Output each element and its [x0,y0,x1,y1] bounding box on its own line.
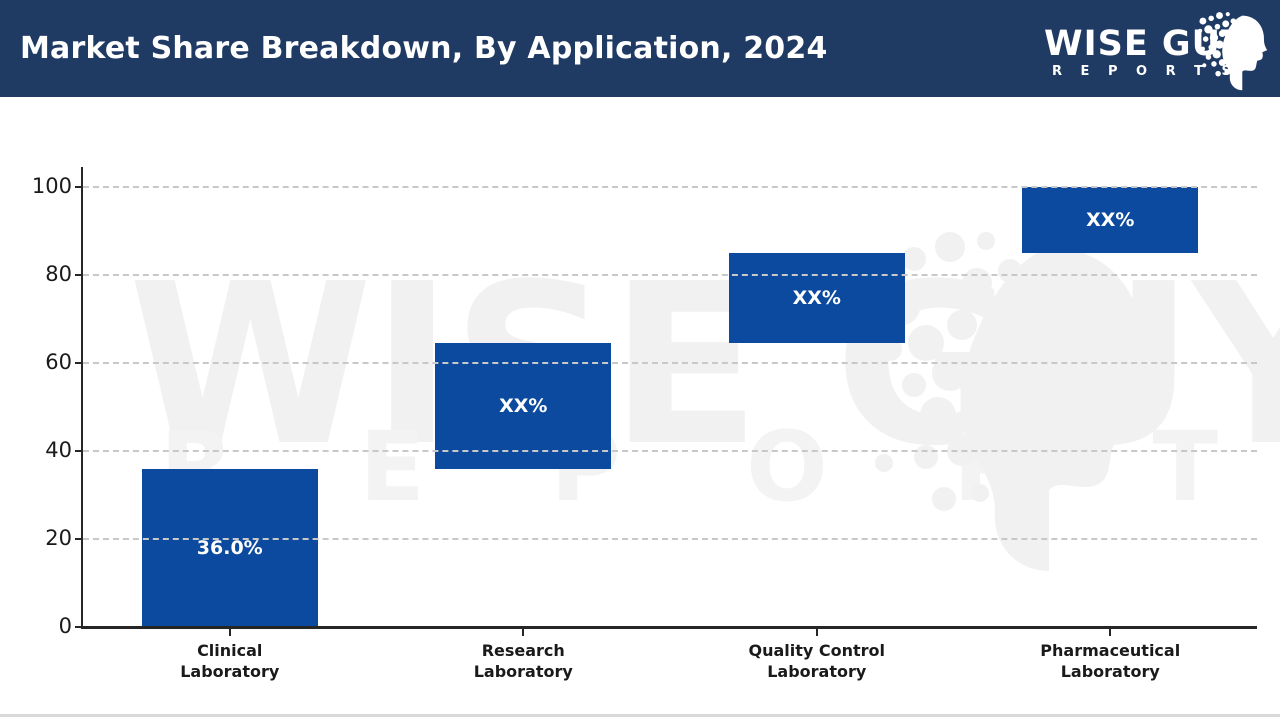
y-tick-label: 100 [31,174,72,198]
x-axis-category-label-line: Research [481,641,565,660]
bar-value-label: 36.0% [196,536,263,559]
gridline [83,274,1257,276]
x-axis-category-label-line: Clinical [197,641,263,660]
y-tick-label: 20 [45,526,72,550]
x-axis-category-label-line: Pharmaceutical [1040,641,1181,660]
bar: XX% [435,343,612,469]
y-tick-mark [75,186,83,188]
logo-reports-label: R E P O R T S [1052,64,1238,79]
page-title: Market Share Breakdown, By Application, … [20,31,828,66]
x-axis-category-label: Clinical Laboratory [115,640,345,682]
x-axis-category-label: Research Laboratory [408,640,638,682]
x-tick-mark [522,628,525,636]
y-tick-label: 40 [45,438,72,462]
y-axis-spine [81,167,83,629]
gridline [83,362,1257,364]
x-axis-category-label-line: Quality Control [748,641,886,660]
y-tick-mark [75,538,83,540]
y-tick-mark [75,362,83,364]
bar-value-label: XX% [499,394,548,417]
x-tick-mark [1109,628,1112,636]
x-tick-mark [815,628,818,636]
y-tick-mark [75,626,83,628]
gridline [83,538,1257,540]
y-tick-label: 60 [45,350,72,374]
bar-value-label: XX% [792,287,841,310]
x-axis-category-label: Pharmaceutical Laboratory [995,640,1225,682]
y-tick-label: 80 [45,262,72,286]
bottom-divider [0,714,1280,717]
y-tick-mark [75,274,83,276]
x-axis-category-label-line: Laboratory [180,662,280,681]
x-axis-category-label-line: Laboratory [1060,662,1160,681]
x-tick-mark [228,628,231,636]
y-tick-mark [75,450,83,452]
bar: XX% [728,253,905,344]
y-tick-label: 0 [58,614,72,638]
x-axis-spine [81,626,1257,629]
x-axis-category-label-line: Laboratory [473,662,573,681]
bar: XX% [1022,187,1199,253]
x-axis-category-label-line: Laboratory [767,662,867,681]
gridline [83,186,1257,188]
bar-value-label: XX% [1086,209,1135,231]
header: Market Share Breakdown, By Application, … [0,0,1280,97]
logo-wordmark: WISE GUY [1044,24,1248,64]
chart-area: WISE GUY R E P O R T S 36.0%XX%XX%XX%020… [0,97,1280,720]
x-axis-category-label: Quality Control Laboratory [702,640,932,682]
wiseguy-logo: WISE GUY R E P O R T S [1016,4,1268,94]
gridline [83,450,1257,452]
wiseguy-head-icon [1197,12,1268,91]
bar: 36.0% [141,468,318,627]
